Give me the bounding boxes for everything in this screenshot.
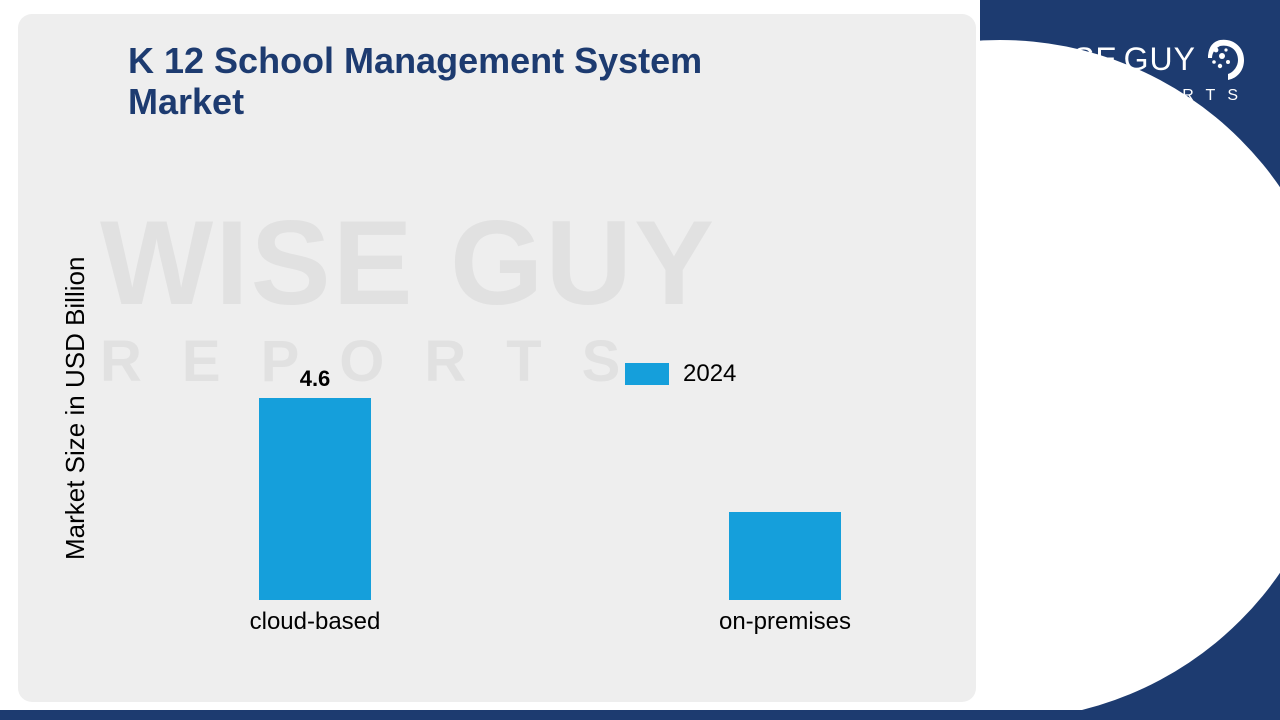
- x-axis-category-label: cloud-based: [215, 608, 415, 636]
- chart-legend: 2024: [625, 360, 736, 388]
- brand-line1: WISE GUY: [990, 36, 1250, 84]
- brand-word-wise: WISE: [1032, 43, 1118, 77]
- bar-value-label: 4.6: [245, 366, 385, 392]
- chart-bar: [729, 512, 841, 600]
- chart-canvas: WISE GUY REPORTS K 12 School Management …: [0, 0, 1280, 720]
- legend-label: 2024: [683, 360, 736, 388]
- y-axis-label: Market Size in USD Billion: [60, 257, 91, 560]
- bottom-accent-bar: [0, 710, 1280, 720]
- chart-bar: [259, 398, 371, 600]
- brand-line2: REPORTS: [990, 88, 1250, 105]
- chart-title: K 12 School Management System Market: [128, 40, 828, 123]
- chart-plot-area: 4.6 cloud-based on-premises: [120, 160, 940, 640]
- brand-head-icon: [1202, 36, 1250, 84]
- brand-word-guy: GUY: [1124, 43, 1196, 77]
- brand-logo: WISE GUY REPORTS: [990, 36, 1250, 105]
- x-axis-category-label: on-premises: [685, 608, 885, 636]
- legend-swatch: [625, 363, 669, 385]
